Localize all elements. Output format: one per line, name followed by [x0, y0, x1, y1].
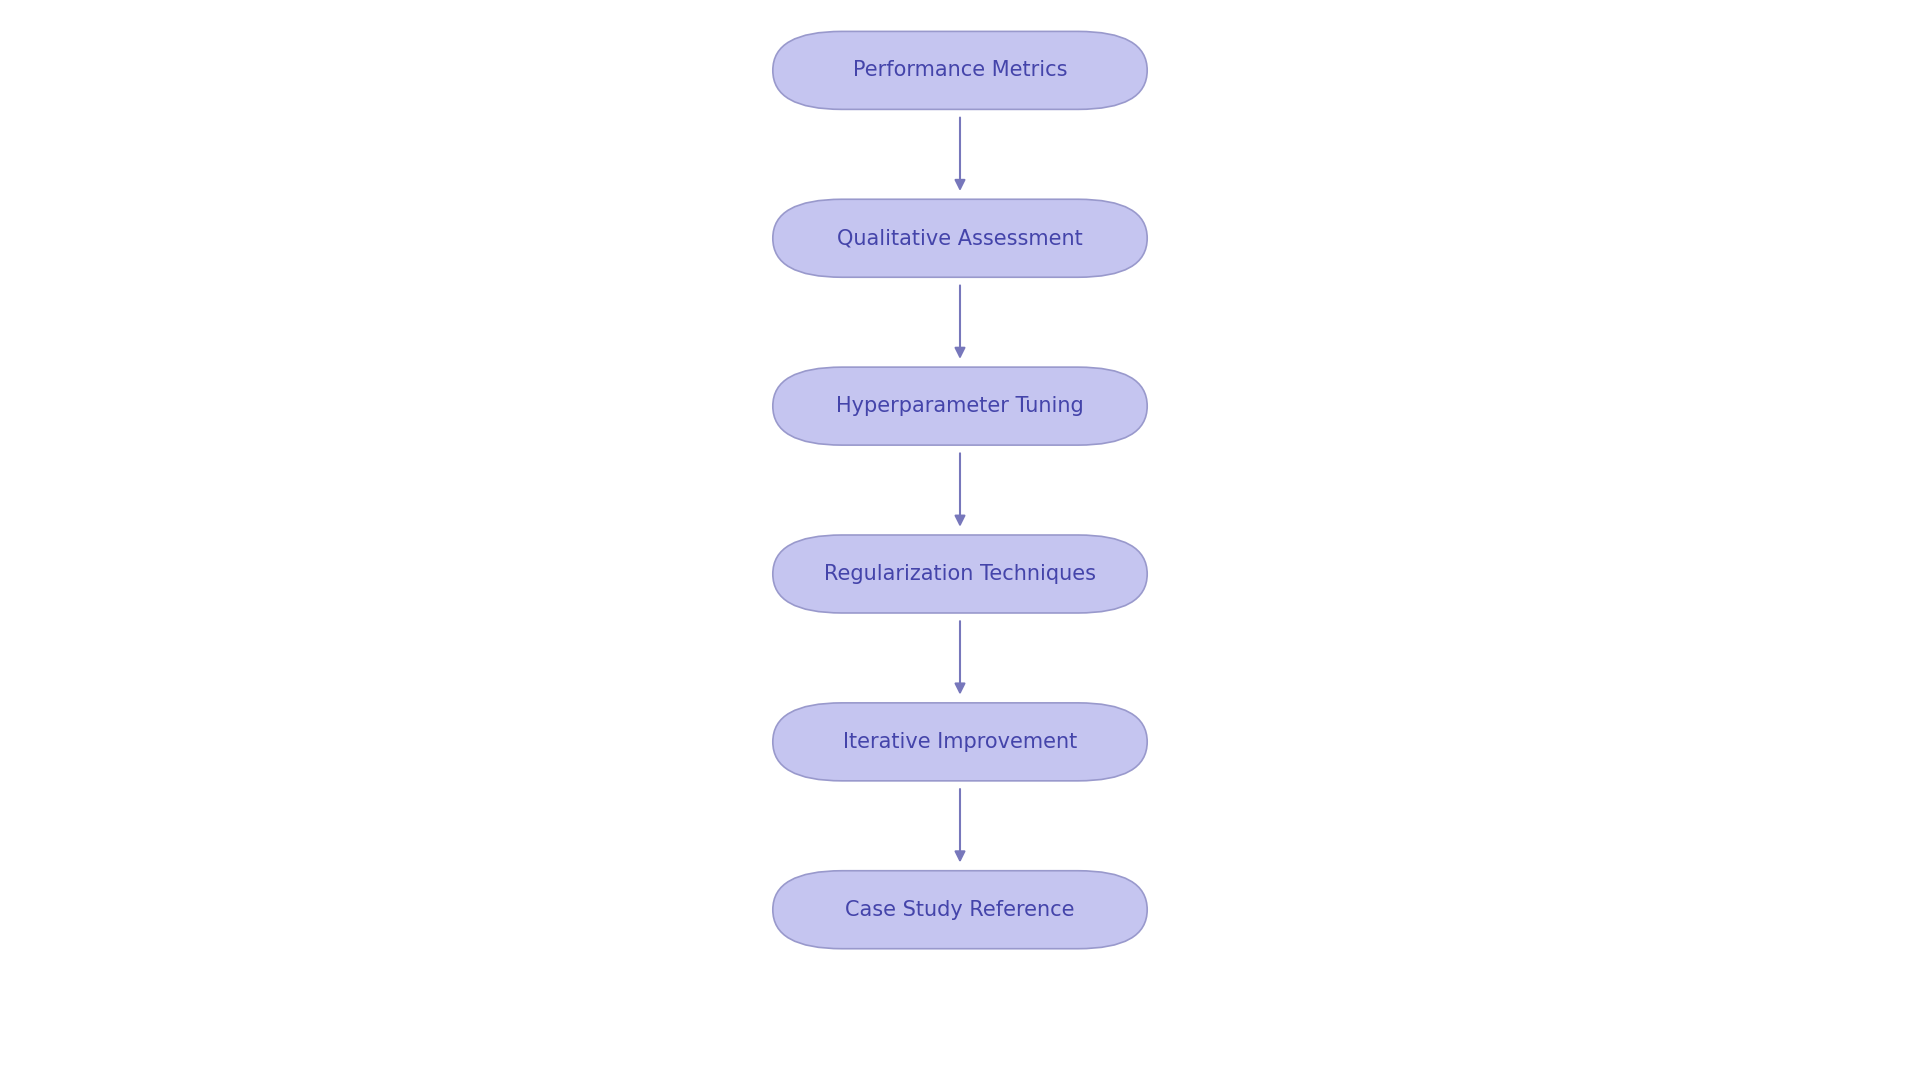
Text: Hyperparameter Tuning: Hyperparameter Tuning	[835, 396, 1085, 416]
FancyBboxPatch shape	[772, 199, 1146, 277]
Text: Qualitative Assessment: Qualitative Assessment	[837, 229, 1083, 248]
FancyBboxPatch shape	[772, 535, 1146, 613]
Text: Case Study Reference: Case Study Reference	[845, 900, 1075, 919]
Text: Iterative Improvement: Iterative Improvement	[843, 732, 1077, 752]
Text: Regularization Techniques: Regularization Techniques	[824, 564, 1096, 584]
FancyBboxPatch shape	[772, 871, 1146, 949]
FancyBboxPatch shape	[772, 367, 1146, 445]
FancyBboxPatch shape	[772, 31, 1146, 109]
FancyBboxPatch shape	[772, 703, 1146, 781]
Text: Performance Metrics: Performance Metrics	[852, 61, 1068, 80]
